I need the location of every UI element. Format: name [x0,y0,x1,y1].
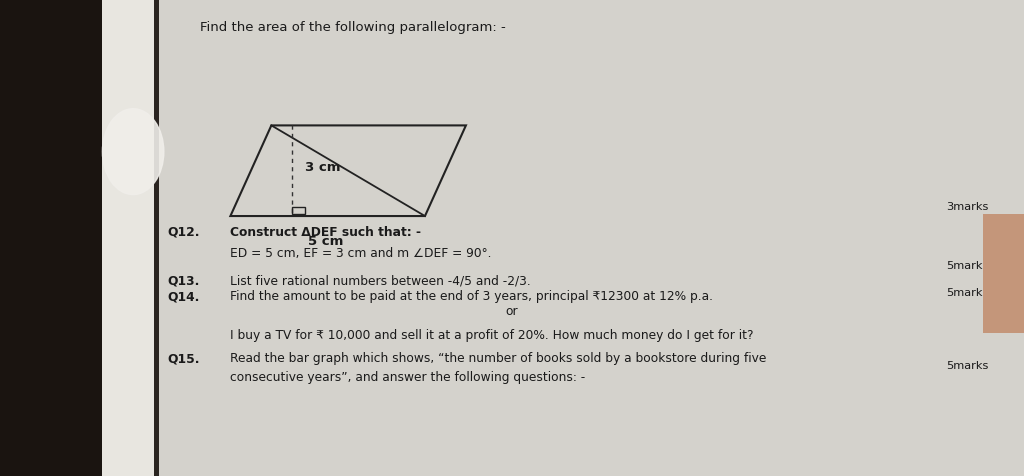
Text: 5marks: 5marks [946,288,988,298]
Text: List five rational numbers between -4/5 and -2/3.: List five rational numbers between -4/5 … [230,274,531,287]
Text: consecutive years”, and answer the following questions: -: consecutive years”, and answer the follo… [230,370,586,383]
Text: Q12.: Q12. [167,225,200,238]
Bar [0,0,102,476]
Bar [983,214,1024,333]
Text: Construct ΔDEF such that: -: Construct ΔDEF such that: - [230,225,422,238]
Text: or: or [506,304,518,317]
Text: ED = 5 cm, EF = 3 cm and m ∠DEF = 90°.: ED = 5 cm, EF = 3 cm and m ∠DEF = 90°. [230,246,492,259]
Bar [102,0,154,476]
Text: Find the area of the following parallelogram: -: Find the area of the following parallelo… [200,21,506,34]
Text: Find the amount to be paid at the end of 3 years, principal ₹12300 at 12% p.a.: Find the amount to be paid at the end of… [230,289,714,302]
Text: 3marks: 3marks [946,202,988,212]
Bar [159,0,1024,476]
Text: I buy a TV for ₹ 10,000 and sell it at a profit of 20%. How much money do I get : I buy a TV for ₹ 10,000 and sell it at a… [230,328,754,341]
Text: Read the bar graph which shows, “the number of books sold by a bookstore during : Read the bar graph which shows, “the num… [230,351,767,364]
Text: Q13.: Q13. [167,274,200,287]
Text: 3 cm: 3 cm [305,161,341,174]
Text: 5marks: 5marks [946,361,988,370]
Bar [292,208,305,214]
Text: Q15.: Q15. [167,351,200,364]
Ellipse shape [102,109,164,195]
Text: Q14.: Q14. [167,289,200,302]
Text: 5marks: 5marks [946,261,988,270]
Text: 5 cm: 5 cm [308,234,343,247]
